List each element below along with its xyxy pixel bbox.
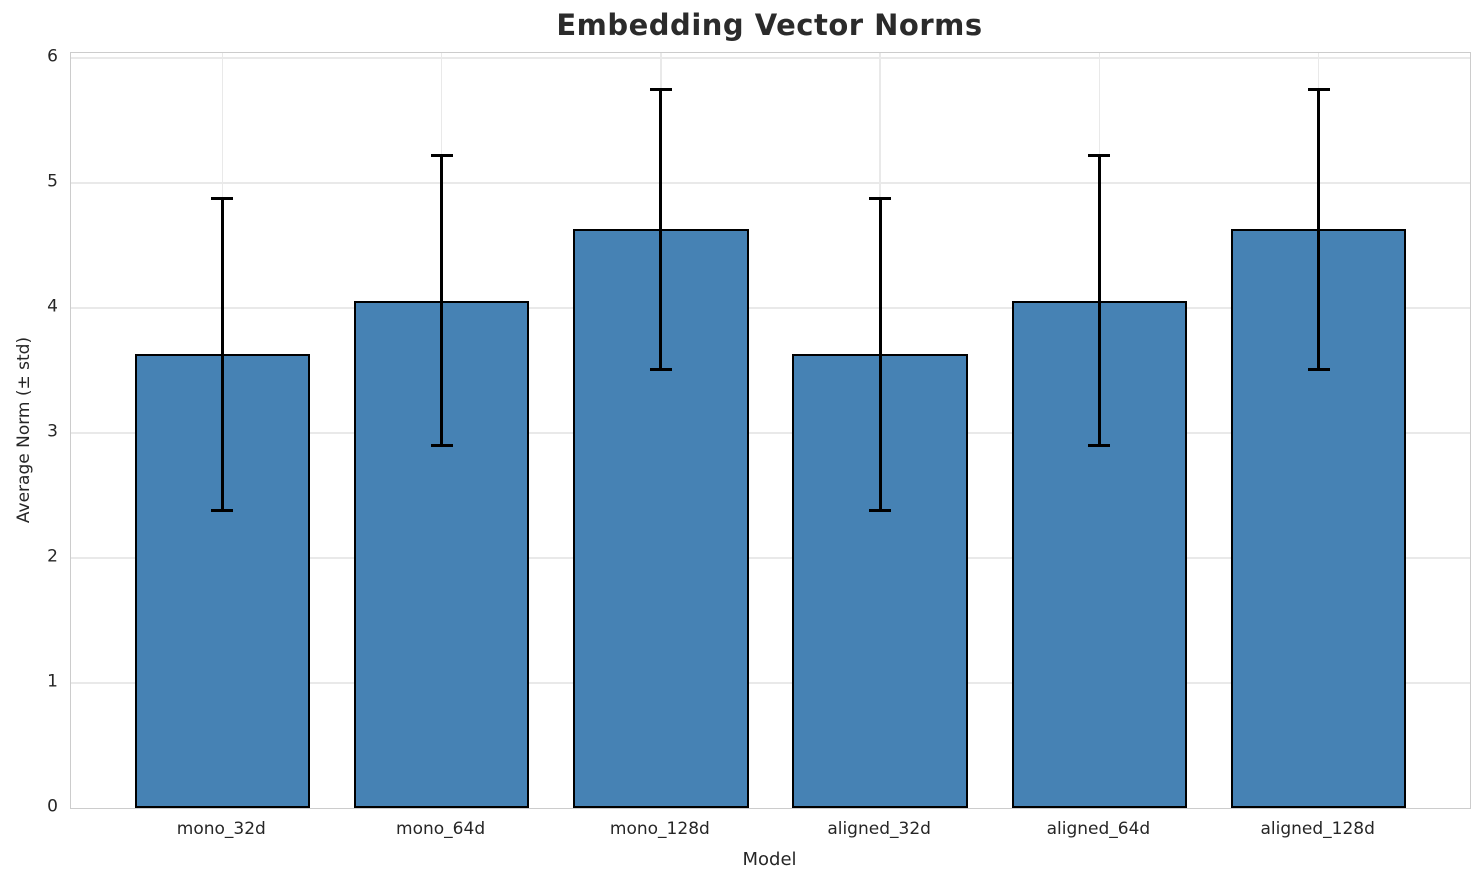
- error-cap-upper-mono_64d: [430, 154, 453, 157]
- horizontal-gridline: [71, 557, 1470, 559]
- error-cap-lower-mono_32d: [211, 509, 234, 512]
- plot-area: [70, 52, 1471, 809]
- x-tick-label-mono_32d: mono_32d: [176, 819, 266, 839]
- error-bar-mono_128d: [659, 89, 663, 370]
- error-bar-mono_32d: [220, 198, 224, 511]
- error-cap-upper-mono_128d: [649, 87, 672, 91]
- horizontal-gridline: [71, 307, 1470, 309]
- error-cap-lower-mono_64d: [430, 444, 453, 447]
- horizontal-gridline: [71, 57, 1470, 59]
- horizontal-gridline: [71, 682, 1470, 684]
- error-cap-lower-aligned_32d: [869, 509, 892, 512]
- y-axis-label: Average Norm (± std): [14, 336, 34, 524]
- error-bar-aligned_128d: [1317, 89, 1321, 370]
- error-cap-lower-mono_128d: [649, 367, 672, 371]
- y-tick-label: 3: [47, 421, 58, 442]
- error-cap-lower-aligned_128d: [1307, 367, 1330, 371]
- horizontal-gridline: [71, 182, 1470, 184]
- y-tick-label: 2: [47, 546, 58, 567]
- x-axis-label: Model: [742, 849, 797, 870]
- x-tick-label-mono_128d: mono_128d: [609, 819, 710, 839]
- error-cap-upper-aligned_128d: [1307, 87, 1330, 91]
- x-tick-label-mono_64d: mono_64d: [396, 819, 486, 839]
- x-tick-label-aligned_128d: aligned_128d: [1260, 819, 1375, 839]
- error-bar-aligned_32d: [878, 198, 882, 511]
- x-tick-label-aligned_64d: aligned_64d: [1046, 819, 1151, 839]
- y-tick-label: 5: [47, 171, 58, 192]
- error-cap-lower-aligned_64d: [1088, 444, 1111, 447]
- error-cap-upper-aligned_64d: [1088, 154, 1111, 157]
- x-tick-label-aligned_32d: aligned_32d: [827, 819, 931, 839]
- error-cap-upper-aligned_32d: [869, 196, 892, 200]
- y-tick-label: 0: [47, 796, 58, 817]
- y-tick-label: 6: [47, 46, 58, 67]
- error-cap-upper-mono_32d: [211, 196, 234, 200]
- chart-title: Embedding Vector Norms: [556, 8, 983, 42]
- horizontal-gridline: [71, 432, 1470, 434]
- error-bar-mono_64d: [440, 155, 444, 446]
- y-tick-label: 4: [47, 296, 58, 317]
- y-tick-label: 1: [47, 671, 58, 692]
- error-bar-aligned_64d: [1097, 155, 1101, 446]
